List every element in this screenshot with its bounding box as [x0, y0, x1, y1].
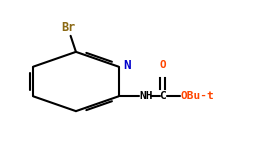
Text: N: N — [123, 59, 131, 72]
Text: Br: Br — [61, 21, 75, 34]
Text: NH: NH — [139, 91, 153, 101]
Text: OBu-t: OBu-t — [180, 91, 214, 101]
Text: C: C — [159, 91, 166, 101]
Text: O: O — [159, 60, 166, 70]
